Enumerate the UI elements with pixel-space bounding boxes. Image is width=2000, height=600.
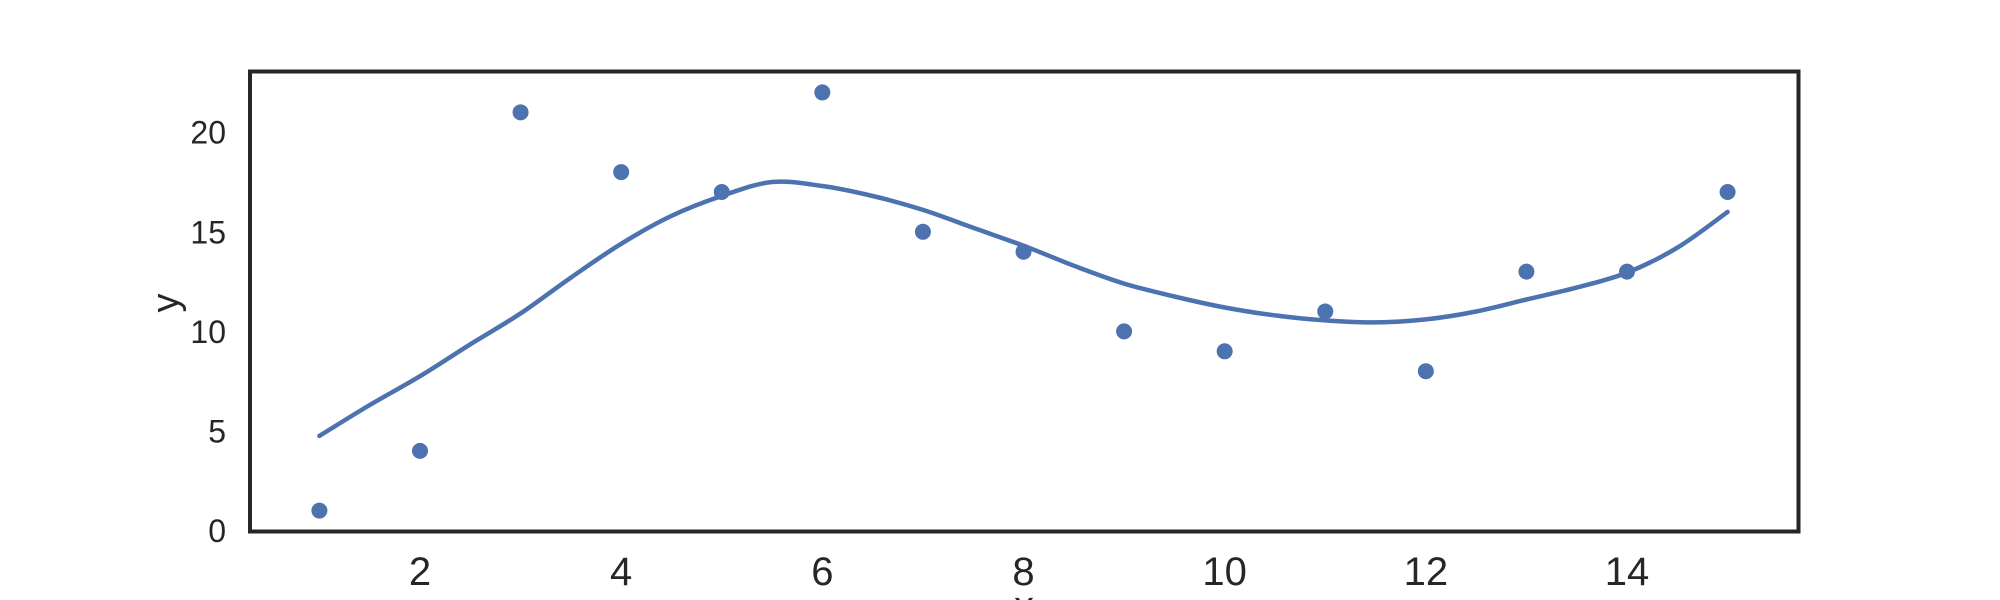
data-point [411, 442, 428, 459]
x-tick-label: 10 [1202, 550, 1247, 594]
regression-line [317, 179, 1730, 439]
data-point [1417, 363, 1434, 380]
data-point [512, 104, 529, 121]
x-tick-label: 8 [1012, 550, 1034, 594]
y-tick-label: 10 [190, 314, 226, 350]
x-tick-label: 4 [610, 550, 632, 594]
y-tick-label: 5 [208, 413, 226, 449]
data-point [613, 164, 630, 181]
y-tick-label: 15 [190, 214, 226, 250]
x-tick-label: 2 [409, 550, 431, 594]
data-point [1719, 183, 1736, 200]
y-tick-label: 0 [208, 513, 226, 549]
data-point [914, 223, 931, 240]
data-point [814, 84, 831, 101]
y-axis-label: y [145, 294, 187, 313]
axes-spines [248, 69, 1801, 534]
data-point [1518, 263, 1535, 280]
data-point [311, 502, 328, 519]
data-point [1317, 303, 1334, 320]
data-point [1116, 323, 1133, 340]
data-point [1216, 343, 1233, 360]
x-tick-label: 14 [1605, 550, 1650, 594]
x-tick-label: 6 [811, 550, 833, 594]
y-tick-label: 20 [190, 115, 226, 151]
x-tick-label: 12 [1404, 550, 1449, 594]
x-axis-label: x [1014, 584, 1034, 600]
